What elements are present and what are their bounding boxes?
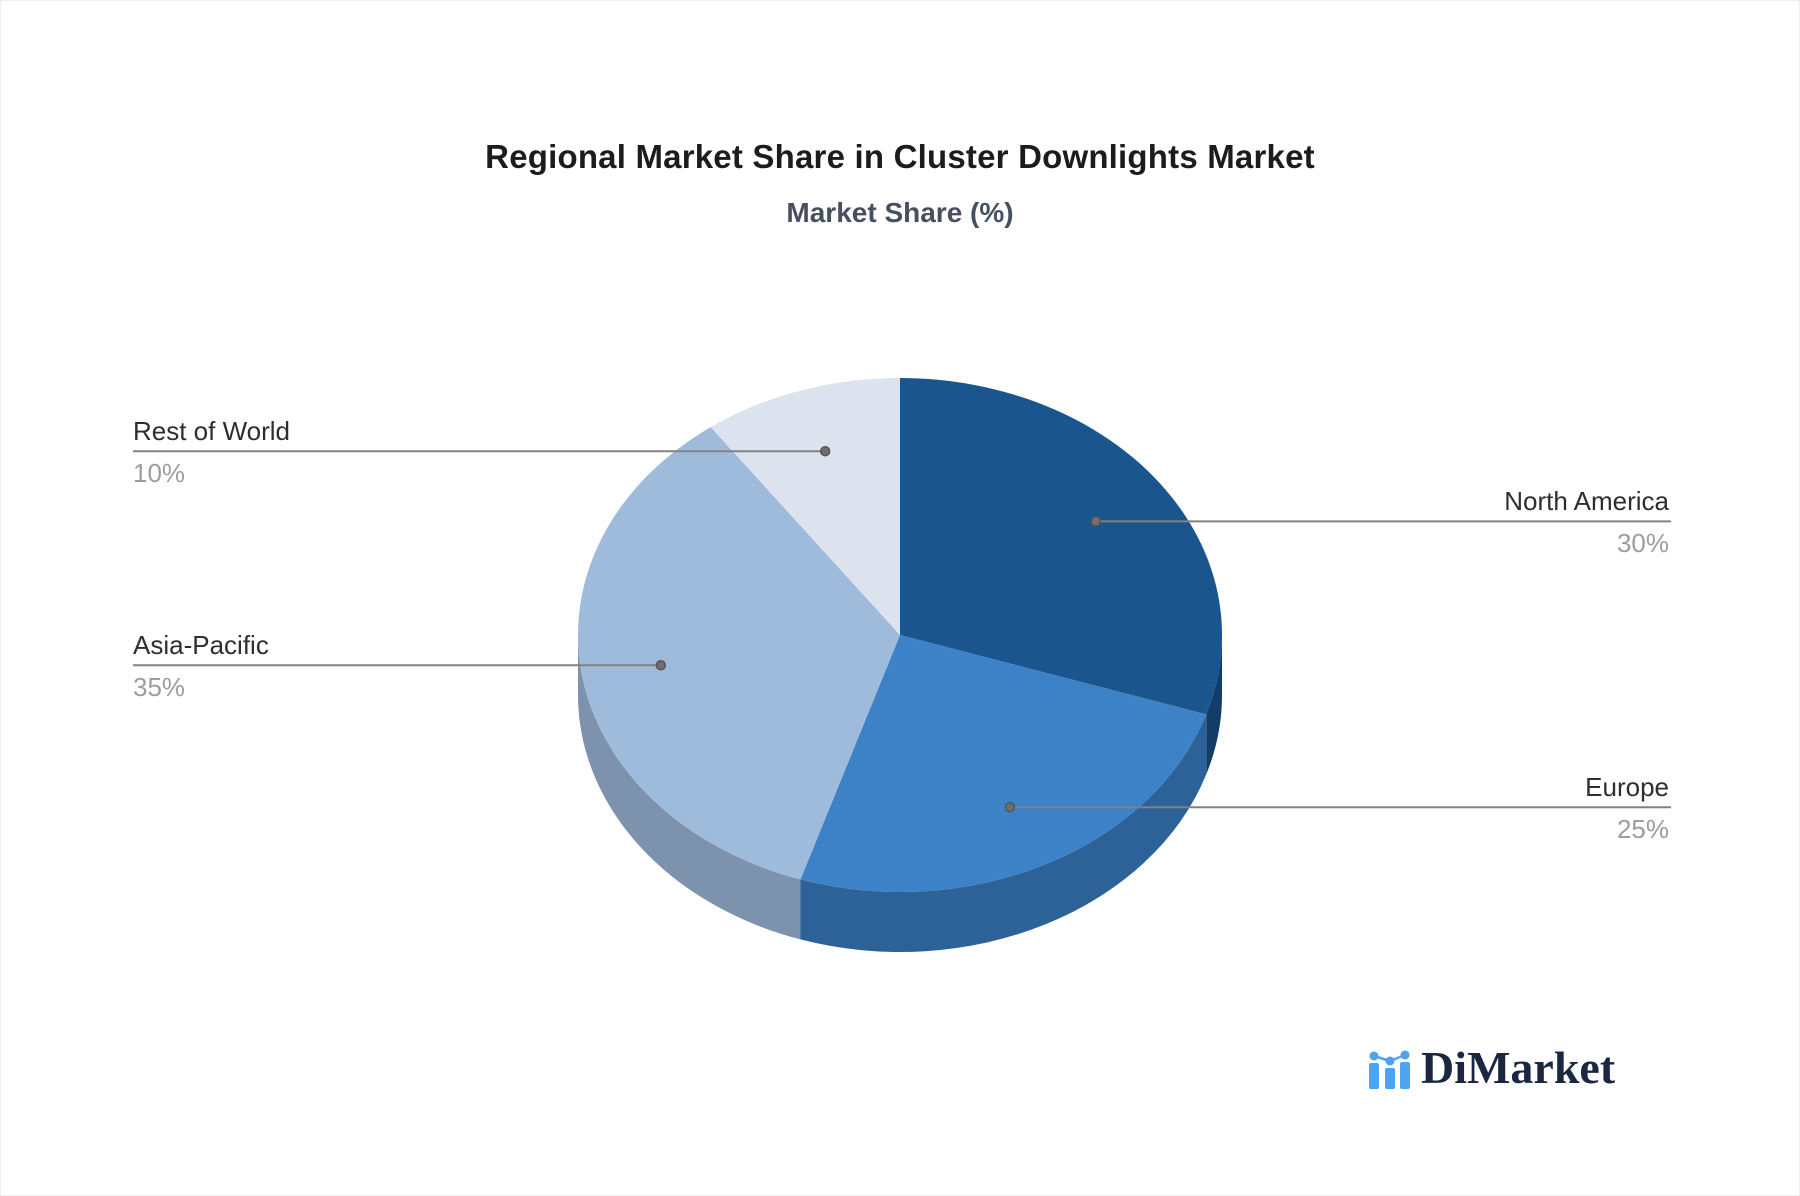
leader-dot [655, 659, 667, 671]
pie-slice [578, 427, 900, 880]
slice-value: 25% [1616, 814, 1669, 845]
leader-dot [819, 445, 831, 457]
pie-slice-side [578, 635, 801, 940]
leader-dot [1090, 516, 1102, 527]
bar-line-chart-icon [1369, 1050, 1410, 1089]
pie-slice [900, 378, 1223, 715]
slice-label: Asia-Pacific [133, 629, 269, 660]
slice-value: 10% [133, 458, 186, 489]
slice-value: 30% [1616, 528, 1669, 559]
leader-dot [1004, 801, 1016, 813]
pie-slice [710, 378, 900, 635]
slice-label: North America [1504, 485, 1669, 516]
pie-slice [800, 635, 1207, 892]
chart-subtitle: Market Share (%) [786, 197, 1014, 228]
slice-value: 35% [133, 672, 186, 703]
pie-slice-side [800, 714, 1207, 952]
slice-label: Europe [1585, 771, 1669, 802]
brand-name: DiMarket [1421, 1042, 1616, 1093]
pie-slice-side [1206, 635, 1222, 775]
slice-label: Rest of World [133, 415, 291, 446]
chart-title: Regional Market Share in Cluster Downlig… [485, 138, 1315, 175]
